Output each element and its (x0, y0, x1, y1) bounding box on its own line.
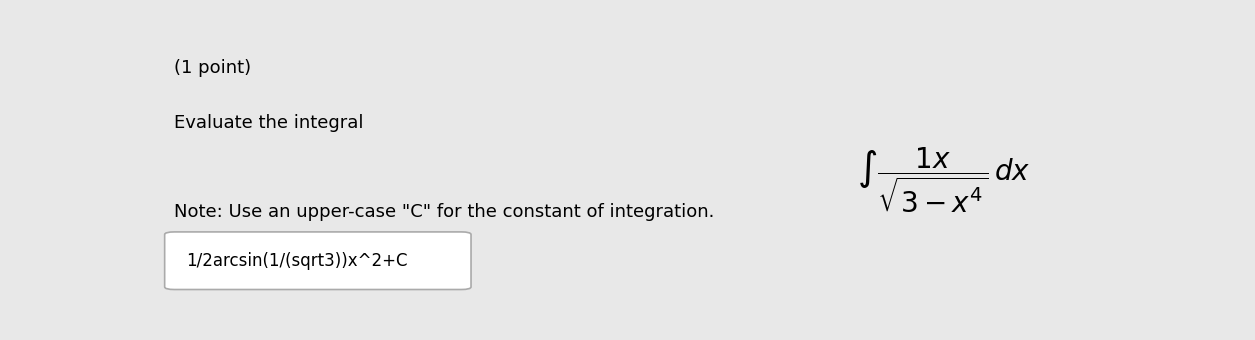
Text: (1 point): (1 point) (174, 59, 251, 77)
Text: Evaluate the integral: Evaluate the integral (174, 114, 364, 132)
Text: $\int \dfrac{1x}{\sqrt{3-x^4}}\, dx$: $\int \dfrac{1x}{\sqrt{3-x^4}}\, dx$ (857, 146, 1030, 215)
Text: Note: Use an upper-case "C" for the constant of integration.: Note: Use an upper-case "C" for the cons… (174, 203, 715, 221)
Text: 1/2arcsin(1/(sqrt3))x^2+C: 1/2arcsin(1/(sqrt3))x^2+C (186, 252, 408, 270)
FancyBboxPatch shape (164, 232, 471, 290)
